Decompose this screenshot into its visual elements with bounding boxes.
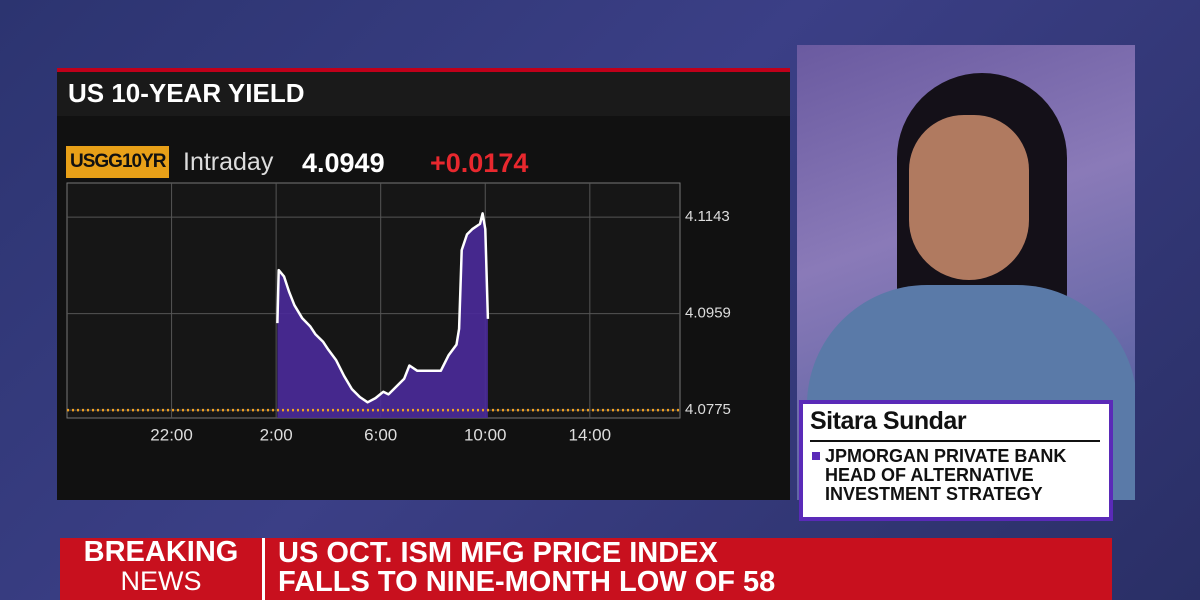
name-divider bbox=[810, 440, 1100, 442]
breaking-bar bbox=[60, 538, 1112, 600]
quote-last: 4.0949 bbox=[302, 148, 385, 178]
guest-title-line: JPMORGAN PRIVATE BANK bbox=[825, 446, 1067, 466]
headline: US OCT. ISM MFG PRICE INDEX FALLS TO NIN… bbox=[278, 539, 775, 597]
panel-title: US 10-YEAR YIELD bbox=[68, 78, 305, 108]
ticker-badge: USGG10YR bbox=[66, 146, 170, 178]
guest-title-line: INVESTMENT STRATEGY bbox=[825, 484, 1043, 504]
plot-area bbox=[66, 182, 681, 419]
x-tick-label: 6:00 bbox=[364, 425, 397, 444]
headline-line: US OCT. ISM MFG PRICE INDEX bbox=[278, 537, 718, 569]
title-bullet bbox=[812, 452, 820, 460]
breaking-word: BREAKING bbox=[83, 536, 239, 568]
x-tick-label: 14:00 bbox=[569, 425, 612, 444]
guest-title-line: HEAD OF ALTERNATIVE bbox=[825, 465, 1034, 485]
area bbox=[277, 213, 488, 418]
breaking-divider bbox=[262, 538, 265, 600]
y-tick-label: 4.1143 bbox=[685, 208, 730, 225]
news-word: NEWS bbox=[120, 566, 202, 596]
quote-change: +0.0174 bbox=[430, 148, 529, 178]
headline-line: FALLS TO NINE-MONTH LOW OF 58 bbox=[278, 566, 776, 598]
guest-face bbox=[909, 115, 1029, 280]
x-tick-label: 10:00 bbox=[464, 425, 507, 444]
x-tick-label: 22:00 bbox=[150, 425, 193, 444]
quote-label: Intraday bbox=[183, 148, 274, 176]
y-tick-label: 4.0775 bbox=[685, 401, 731, 418]
guest-title: JPMORGAN PRIVATE BANK HEAD OF ALTERNATIV… bbox=[825, 447, 1066, 504]
name-card bbox=[799, 400, 1113, 521]
x-tick-label: 2:00 bbox=[260, 425, 293, 444]
panel-header bbox=[57, 68, 790, 116]
guest-name: Sitara Sundar bbox=[810, 407, 967, 435]
breaking-label: BREAKING NEWS bbox=[60, 538, 262, 596]
line bbox=[276, 212, 490, 404]
y-tick-label: 4.0959 bbox=[685, 305, 731, 322]
